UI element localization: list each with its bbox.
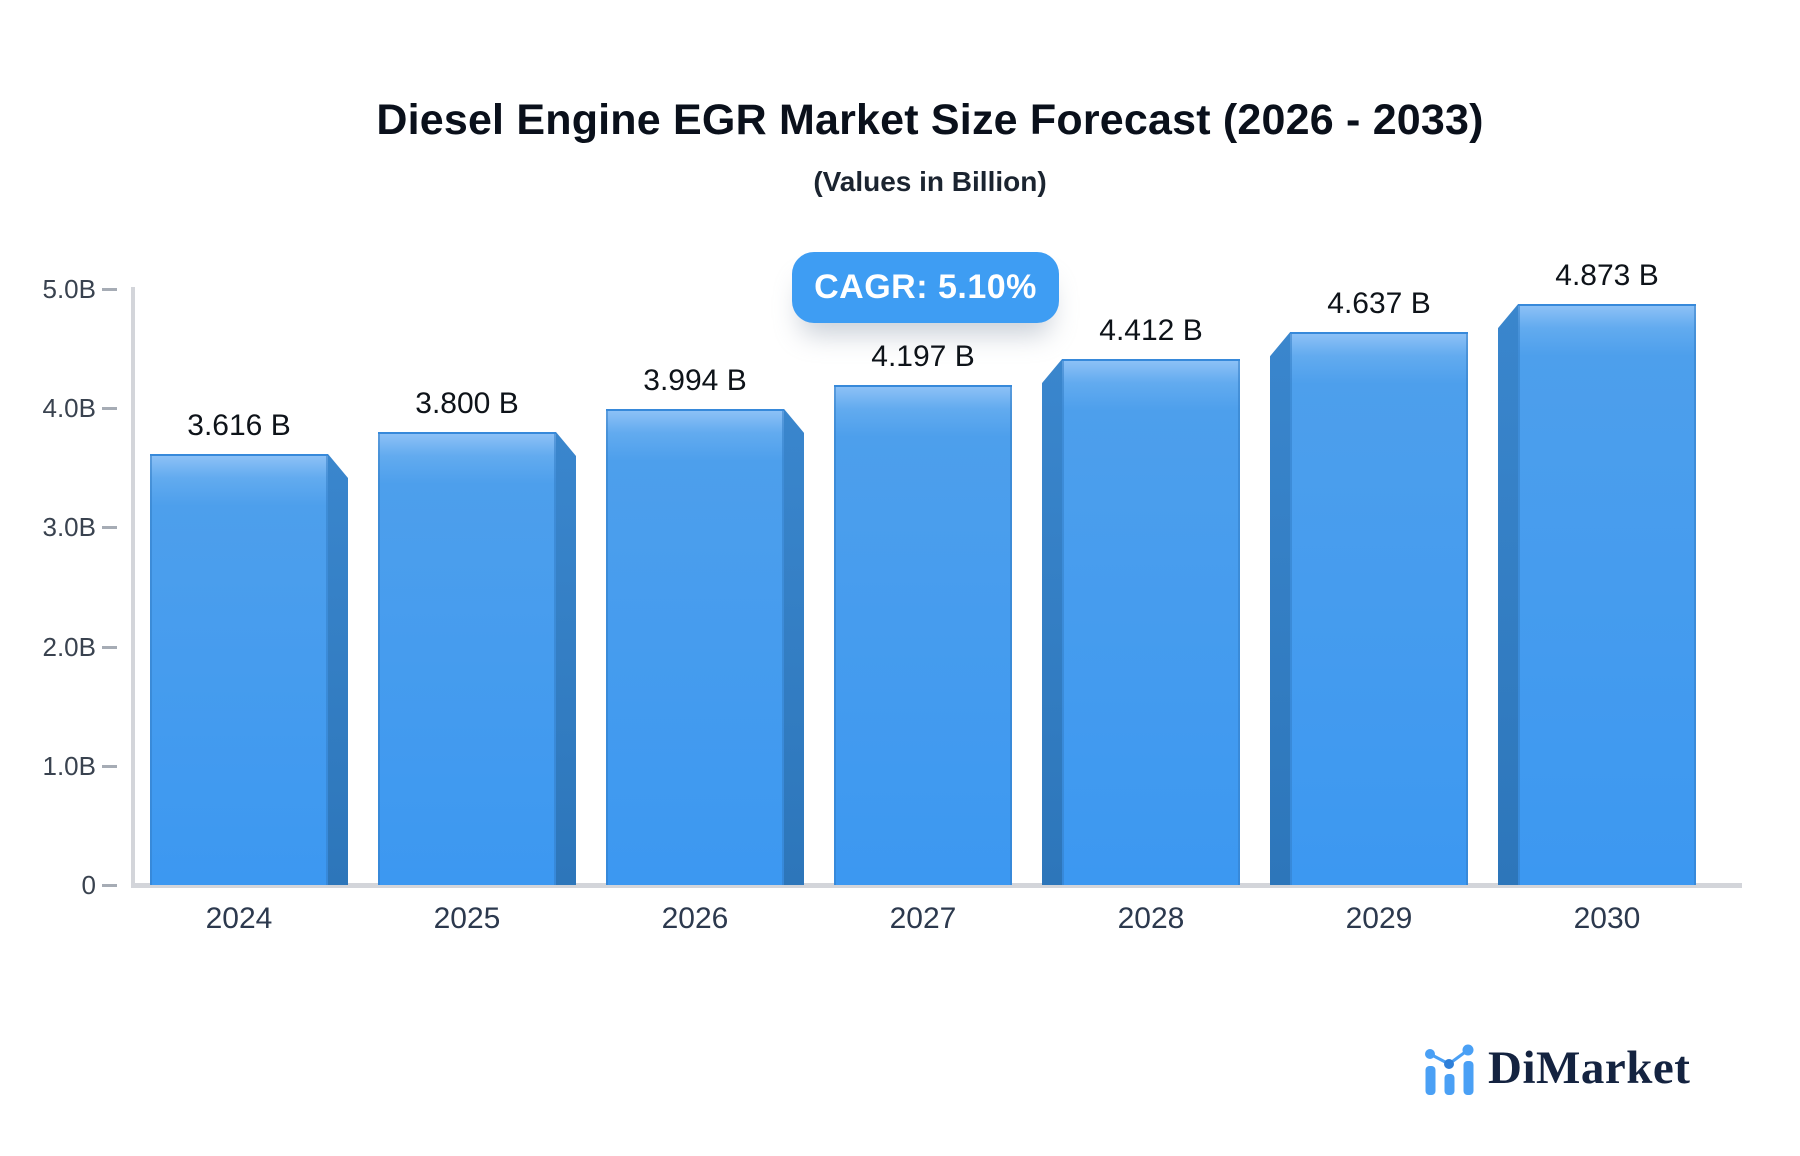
- bar-value-label: 3.994 B: [643, 363, 747, 397]
- y-axis-tick-dash: [102, 645, 117, 649]
- bar-side-2029: [1270, 332, 1290, 885]
- bar-value-label: 4.197 B: [871, 339, 975, 373]
- cagr-badge-label: CAGR: 5.10%: [814, 268, 1037, 306]
- bar-2026: [606, 408, 784, 885]
- x-axis-label: 2029: [1345, 902, 1413, 935]
- chart-subtitle: (Values in Billion): [813, 166, 1047, 197]
- mini-bar-chart-icon: [1425, 1044, 1474, 1095]
- y-axis-tick-dash: [102, 288, 117, 291]
- bar-value-label: 4.873 B: [1555, 259, 1659, 293]
- bar-value-label: 3.616 B: [187, 408, 291, 442]
- cagr-badge: CAGR: 5.10%: [792, 252, 1059, 323]
- bar-2028: [1062, 359, 1240, 885]
- bar-2025: [378, 432, 556, 885]
- y-axis-tick-label: 2.0B: [42, 631, 97, 662]
- bar-side-2024: [328, 453, 348, 885]
- y-axis-line: [131, 287, 135, 886]
- bar-side-2030: [1498, 304, 1518, 885]
- brand-logo-text: DiMarket: [1488, 1042, 1691, 1094]
- x-axis-label: 2028: [1117, 902, 1185, 935]
- y-axis-tick-label: 3.0B: [42, 512, 97, 543]
- y-axis-tick-label: 5.0B: [42, 274, 97, 304]
- bar-value-label: 3.800 B: [415, 387, 519, 421]
- y-axis-tick-label: 0: [81, 870, 96, 900]
- y-axis-tick-label: 4.0B: [42, 393, 97, 424]
- bar-2024: [150, 453, 328, 885]
- x-axis-label: 2026: [661, 902, 729, 935]
- chart-title: Diesel Engine EGR Market Size Forecast (…: [376, 96, 1484, 144]
- bar-side-2026: [784, 408, 804, 885]
- bar-2027: [834, 384, 1012, 885]
- y-axis-tick-label: 1.0B: [42, 750, 97, 781]
- x-axis-label: 2030: [1573, 902, 1641, 935]
- bar-side-2028: [1042, 359, 1062, 885]
- x-axis-label: 2027: [889, 902, 957, 935]
- bar-side-2025: [556, 432, 576, 885]
- x-axis-label: 2024: [205, 902, 273, 935]
- y-axis-tick-dash: [102, 764, 117, 768]
- bar-value-label: 4.412 B: [1099, 314, 1203, 348]
- brand-logo: DiMarket: [1424, 1036, 1690, 1100]
- bar-2029: [1290, 332, 1468, 885]
- y-axis-tick-dash: [102, 884, 117, 887]
- y-axis-tick-dash: [102, 526, 117, 530]
- x-axis-line: [131, 883, 1742, 888]
- bar-value-label: 4.637 B: [1327, 287, 1431, 321]
- y-axis-tick-dash: [102, 407, 117, 411]
- bar-2030: [1518, 304, 1696, 885]
- x-axis-label: 2025: [433, 902, 501, 935]
